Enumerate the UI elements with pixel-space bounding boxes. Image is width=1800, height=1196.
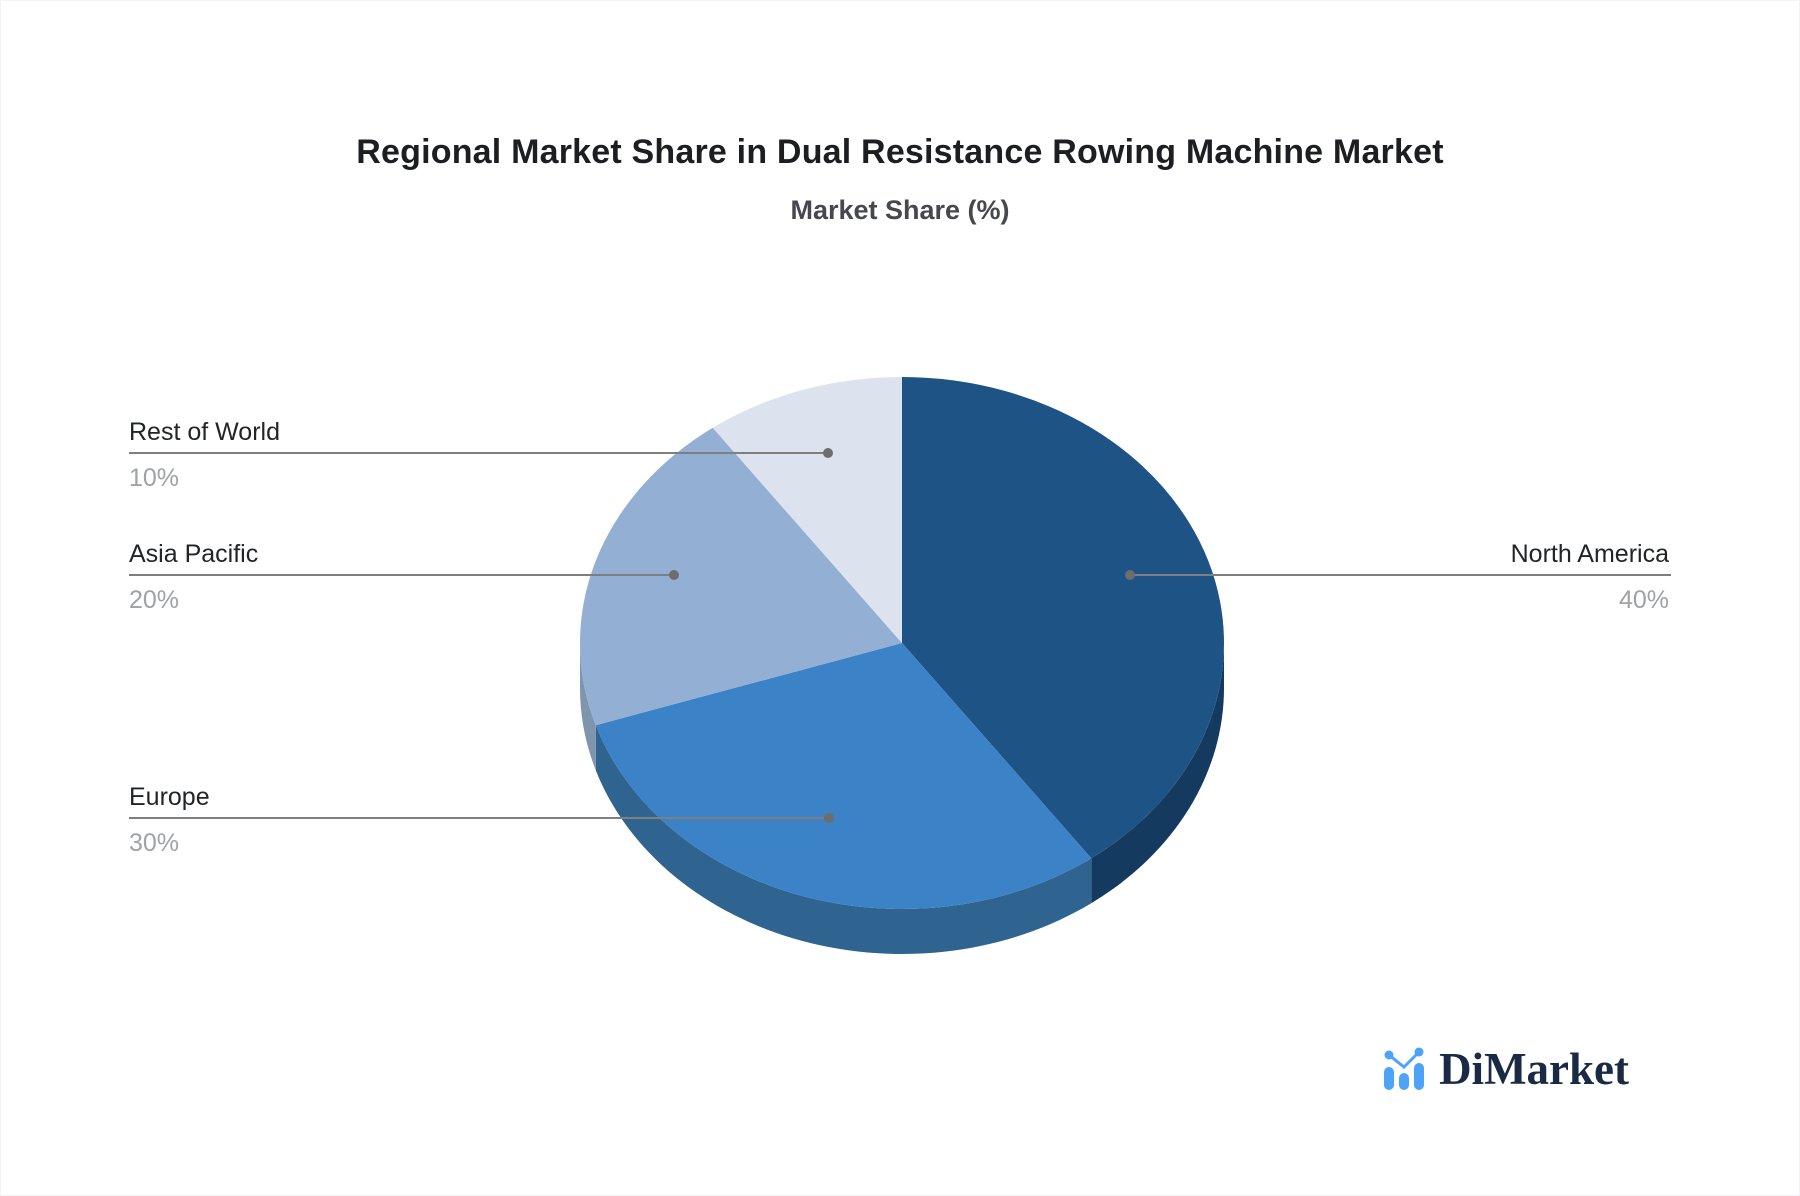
pie-slice-asia-pacific bbox=[580, 427, 902, 726]
pie-slice-side-north-america bbox=[1091, 643, 1224, 904]
slice-label-north-america: North America bbox=[1510, 540, 1669, 568]
slice-value-rest-of-world: 10% bbox=[129, 464, 180, 492]
slice-value-asia-pacific: 20% bbox=[129, 586, 180, 614]
slice-label-rest-of-world: Rest of World bbox=[129, 418, 280, 446]
leader-dot-europe bbox=[824, 813, 834, 823]
pie-slice-north-america bbox=[902, 377, 1225, 859]
dimarket-logo-icon bbox=[1384, 1047, 1425, 1090]
leader-dot-asia-pacific bbox=[669, 570, 679, 580]
brand-logo-text: DiMarket bbox=[1439, 1044, 1629, 1094]
pie-slice-side-asia-pacific bbox=[580, 643, 596, 771]
chart-subtitle: Market Share (%) bbox=[790, 195, 1010, 225]
slice-value-europe: 30% bbox=[129, 829, 180, 857]
pie-slice-europe bbox=[595, 643, 1092, 909]
pie-slice-side-europe bbox=[595, 725, 1092, 955]
chart-title: Regional Market Share in Dual Resistance… bbox=[356, 133, 1444, 171]
brand-logo: DiMarket bbox=[1381, 1043, 1629, 1095]
slice-value-north-america: 40% bbox=[1618, 586, 1669, 614]
pie-slice-rest-of-world bbox=[712, 377, 902, 643]
leader-dot-rest-of-world bbox=[823, 448, 833, 458]
slice-label-europe: Europe bbox=[129, 783, 210, 811]
leader-dot-north-america bbox=[1125, 570, 1135, 580]
slice-label-asia-pacific: Asia Pacific bbox=[129, 540, 259, 568]
